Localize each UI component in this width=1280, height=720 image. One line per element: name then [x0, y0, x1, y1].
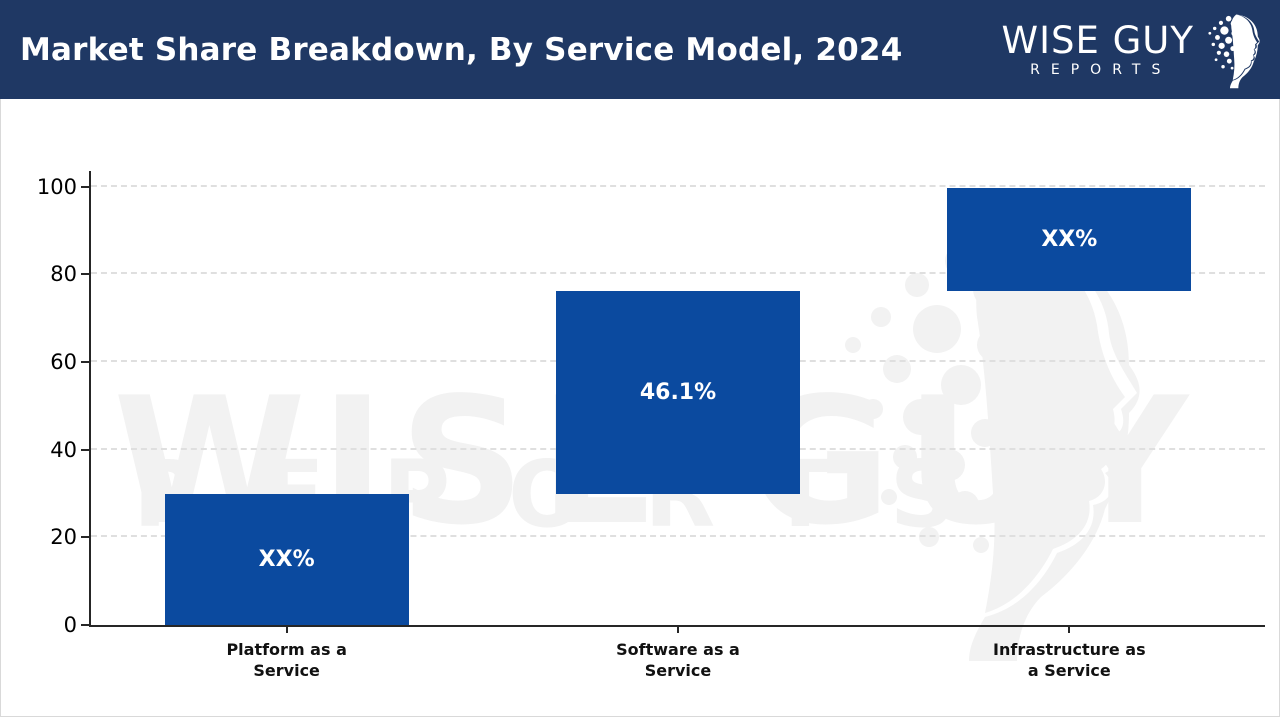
brand-logo: WISE GUY REPORTS [1002, 9, 1262, 91]
y-axis-label-20: 20 [50, 525, 77, 550]
gridline-100 [91, 184, 1265, 187]
bar-segment: XX% [947, 188, 1192, 292]
x-category-label: Platform as a Service [117, 639, 457, 681]
gridline-20 [91, 535, 1265, 538]
x-axis-tick [677, 625, 679, 633]
y-axis-tick-0 [81, 624, 91, 626]
x-axis-tick [1068, 625, 1071, 633]
bar-value-label: 46.1% [639, 379, 717, 405]
header-bar: Market Share Breakdown, By Service Model… [0, 0, 1280, 99]
x-category-label: Infrastructure as a Service [899, 639, 1239, 681]
x-category-label-line: a Service [1027, 661, 1111, 680]
x-category-label: Software as a Service [508, 639, 848, 681]
y-axis-label-0: 0 [63, 613, 77, 637]
brand-face-icon [1208, 14, 1260, 88]
x-category-label-line: Software as a [616, 640, 740, 659]
x-category-label-line: Service [644, 661, 712, 680]
brand-logo-text: WISE GUY REPORTS [1002, 22, 1194, 77]
brand-name: WISE GUY [1001, 19, 1194, 62]
x-category-label-line: Service [253, 661, 320, 680]
chart-canvas: WISE GUY REPORTS 0 20 40 60 80 100 XX% Platform… [0, 99, 1280, 717]
gridline-80 [91, 272, 1265, 275]
bar-segment: XX% [164, 493, 409, 625]
y-axis-tick-20 [81, 536, 91, 539]
y-axis-label-100: 100 [36, 174, 77, 199]
bar-value-label: XX% [1041, 227, 1098, 253]
x-category-label-line: Platform as a [226, 640, 347, 659]
x-axis-tick [285, 625, 288, 633]
y-axis-tick-40 [81, 448, 91, 451]
y-axis-label-40: 40 [50, 437, 77, 462]
brand-subname: REPORTS [1030, 62, 1172, 78]
y-axis-label-60: 60 [50, 350, 77, 375]
x-category-label-line: Infrastructure as [993, 640, 1146, 659]
y-axis-tick-60 [81, 361, 91, 364]
y-axis-label-80: 80 [50, 262, 77, 287]
chart-title: Market Share Breakdown, By Service Model… [20, 31, 903, 68]
y-axis-tick-100 [81, 185, 91, 188]
bar-segment: 46.1% [556, 291, 800, 494]
plot-area: 0 20 40 60 80 100 XX% Platform as a Service 46.1%… [37, 171, 1265, 680]
y-axis-tick-80 [81, 273, 91, 276]
bar-value-label: XX% [258, 546, 315, 572]
